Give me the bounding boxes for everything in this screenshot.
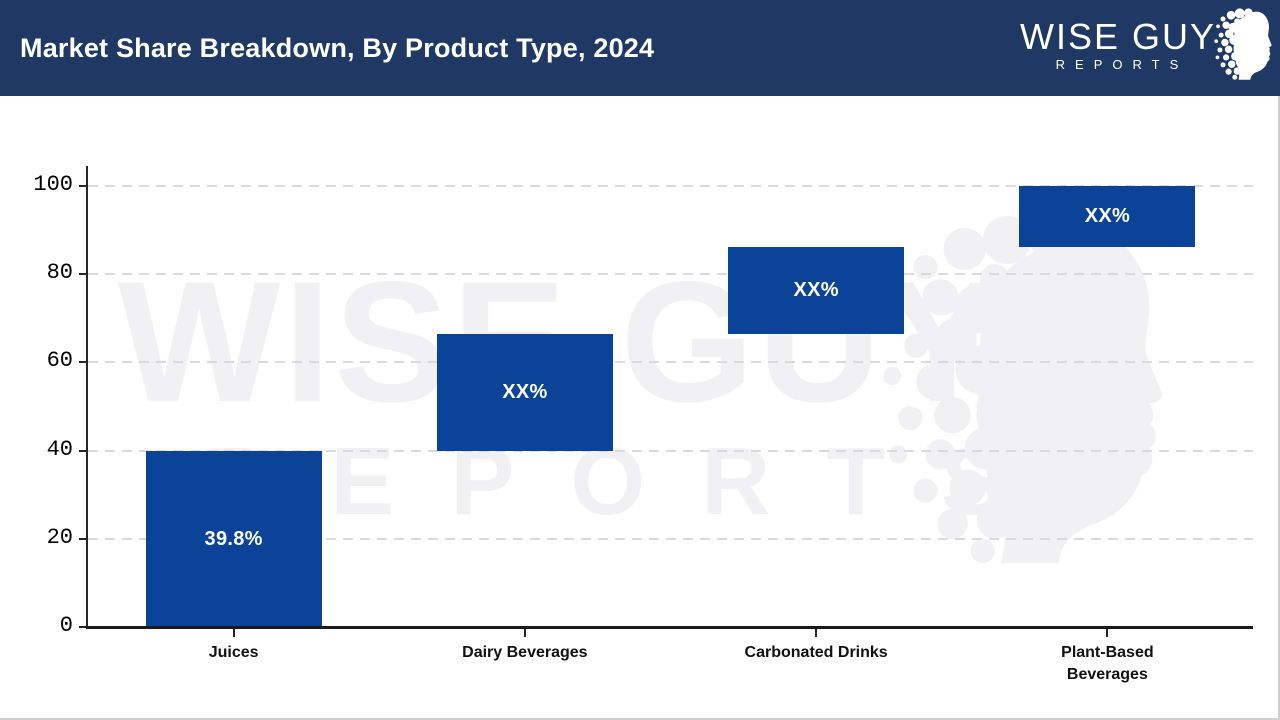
- gridline: [88, 273, 1253, 276]
- y-axis-tick: [79, 361, 88, 364]
- y-axis-tick: [79, 626, 88, 628]
- y-axis-tick-label: 20: [46, 524, 73, 550]
- x-axis: [86, 626, 1253, 629]
- brand-face-icon: [1214, 8, 1272, 80]
- y-axis-tick: [79, 185, 88, 187]
- bar-value-label: XX%: [793, 278, 839, 301]
- x-axis-category-label: Juices: [124, 642, 344, 664]
- chart-area: WISE GUY REPORTS 0 20 40 60 80 100 39.8% Juices…: [0, 96, 1280, 720]
- bar-segment: XX%: [1019, 186, 1196, 247]
- brand-wordmark: WISE GUY REPORTS: [1019, 15, 1216, 73]
- x-axis-category-label: Carbonated Drinks: [706, 642, 926, 664]
- gridline: [88, 185, 1253, 187]
- y-axis-tick-label: 0: [59, 613, 73, 638]
- y-axis-tick-label: 80: [46, 260, 73, 286]
- bar-segment: XX%: [436, 333, 613, 452]
- gridline: [88, 361, 1253, 364]
- x-axis-tick: [523, 629, 526, 637]
- x-axis-category-label: Dairy Beverages: [415, 642, 635, 664]
- gridline: [88, 537, 1253, 540]
- bar-segment: 39.8%: [145, 451, 322, 627]
- y-axis-tick-label: 40: [46, 436, 73, 462]
- y-axis-tick: [79, 537, 88, 540]
- x-axis-category-label-text: Plant-Based Beverages: [1061, 644, 1154, 683]
- bar-segment: XX%: [728, 246, 905, 334]
- gridline: [88, 449, 1253, 452]
- waterfall-chart: 0 20 40 60 80 100 39.8% Juices XX% Dairy Beverage…: [0, 96, 1278, 718]
- x-axis-tick: [232, 629, 235, 637]
- x-axis-tick: [1106, 629, 1109, 637]
- bar-value-label: 39.8%: [204, 527, 263, 550]
- x-axis-category-label-text: Dairy Beverages: [462, 644, 588, 661]
- x-axis-category-label: Plant-Based Beverages: [997, 642, 1217, 685]
- brand-reports-label: REPORTS: [1055, 57, 1189, 73]
- y-axis-tick: [79, 449, 88, 452]
- y-axis: [86, 166, 88, 629]
- x-axis-category-label-text: Juices: [208, 644, 259, 661]
- chart-title: Market Share Breakdown, By Product Type,…: [20, 32, 655, 63]
- header-bar: Market Share Breakdown, By Product Type,…: [0, 0, 1280, 96]
- brand-name-label: WISE GUY: [1019, 15, 1216, 57]
- y-axis-tick-label: 60: [46, 348, 73, 374]
- bar-value-label: XX%: [502, 381, 548, 404]
- x-axis-category-label-text: Carbonated Drinks: [744, 644, 888, 661]
- brand-logo: WISE GUY REPORTS: [1020, 6, 1272, 84]
- y-axis-tick-label: 100: [33, 172, 73, 197]
- x-axis-tick: [815, 629, 818, 637]
- y-axis-tick: [79, 273, 88, 276]
- bar-value-label: XX%: [1084, 204, 1131, 227]
